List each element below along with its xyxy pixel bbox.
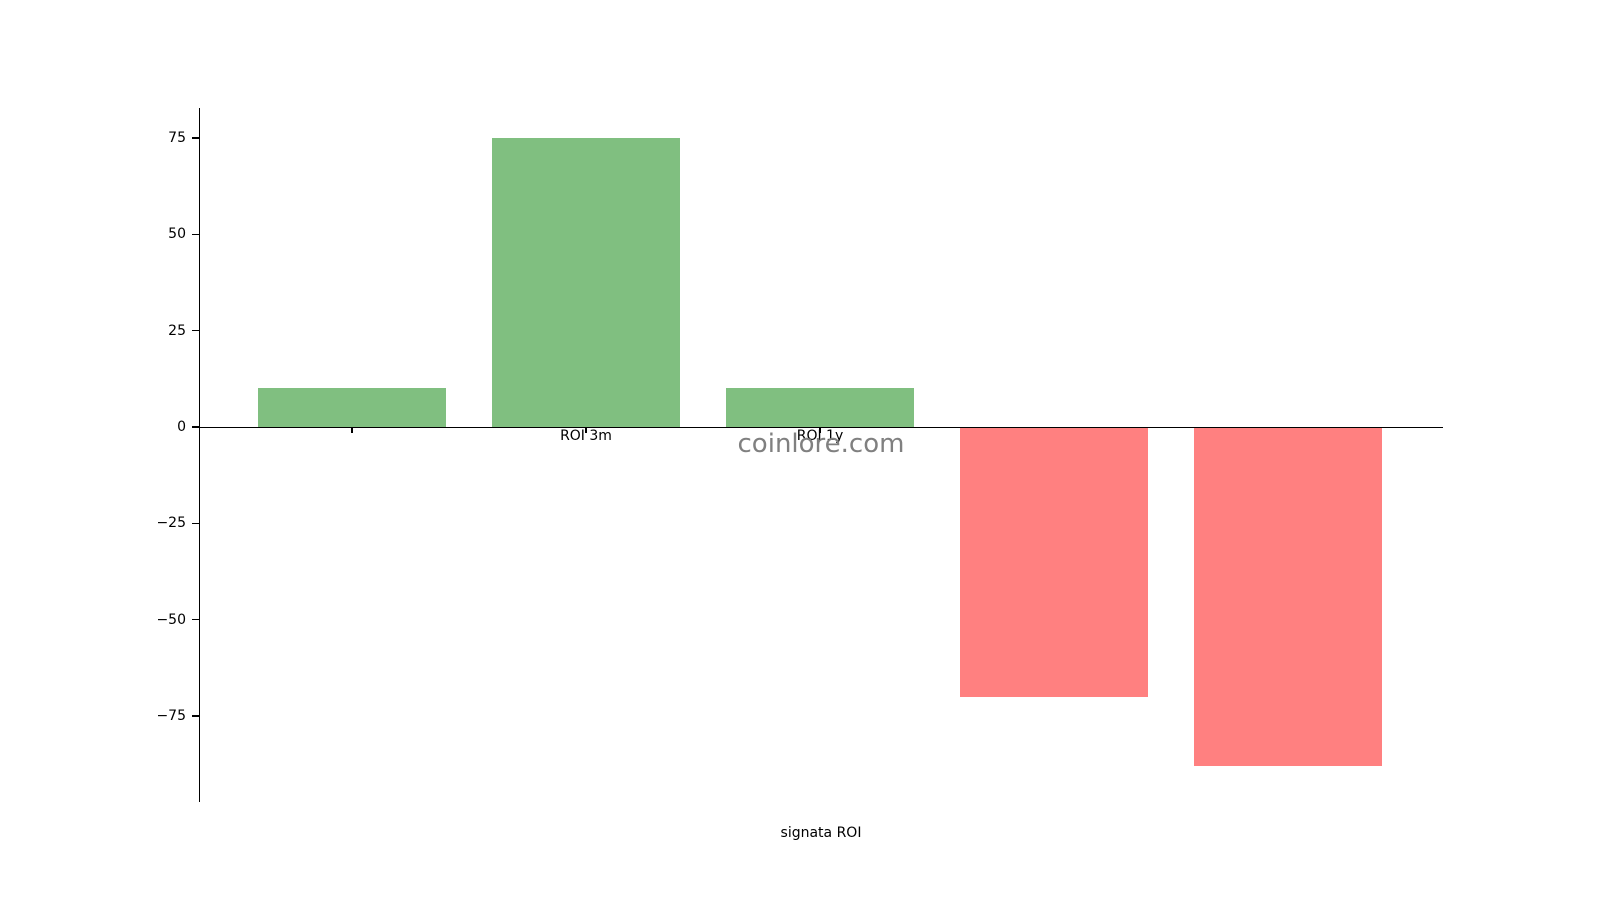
y-tick: [192, 618, 199, 621]
x-tick: [819, 427, 821, 433]
x-axis-line: [199, 426, 1443, 428]
bar-2: [492, 138, 680, 427]
x-tick: [585, 427, 587, 433]
y-tick-label: 25: [168, 322, 186, 339]
y-tick: [192, 522, 199, 525]
y-tick: [192, 233, 199, 236]
y-tick-label: 0: [177, 419, 186, 435]
bar-3: [726, 388, 914, 427]
y-tick-label: 50: [168, 226, 186, 243]
bar-1: [258, 388, 446, 427]
watermark: coinlore.com: [737, 429, 905, 459]
y-tick-label: −25: [156, 515, 186, 532]
y-tick-label: −75: [156, 707, 186, 724]
y-tick: [192, 715, 199, 717]
y-axis-spine: [198, 108, 200, 802]
x-tick: [351, 427, 353, 433]
bar-5: [1194, 427, 1382, 767]
x-axis-title: signata ROI: [780, 825, 862, 841]
y-tick-label: 75: [168, 130, 186, 146]
x-tick-label: ROI 3m: [560, 428, 612, 444]
y-tick: [192, 426, 199, 428]
bar-4: [960, 427, 1148, 697]
x-tick-label: ROI 1y: [796, 428, 844, 444]
y-tick: [192, 329, 199, 332]
y-tick: [192, 137, 199, 139]
y-tick-label: −50: [156, 611, 186, 628]
